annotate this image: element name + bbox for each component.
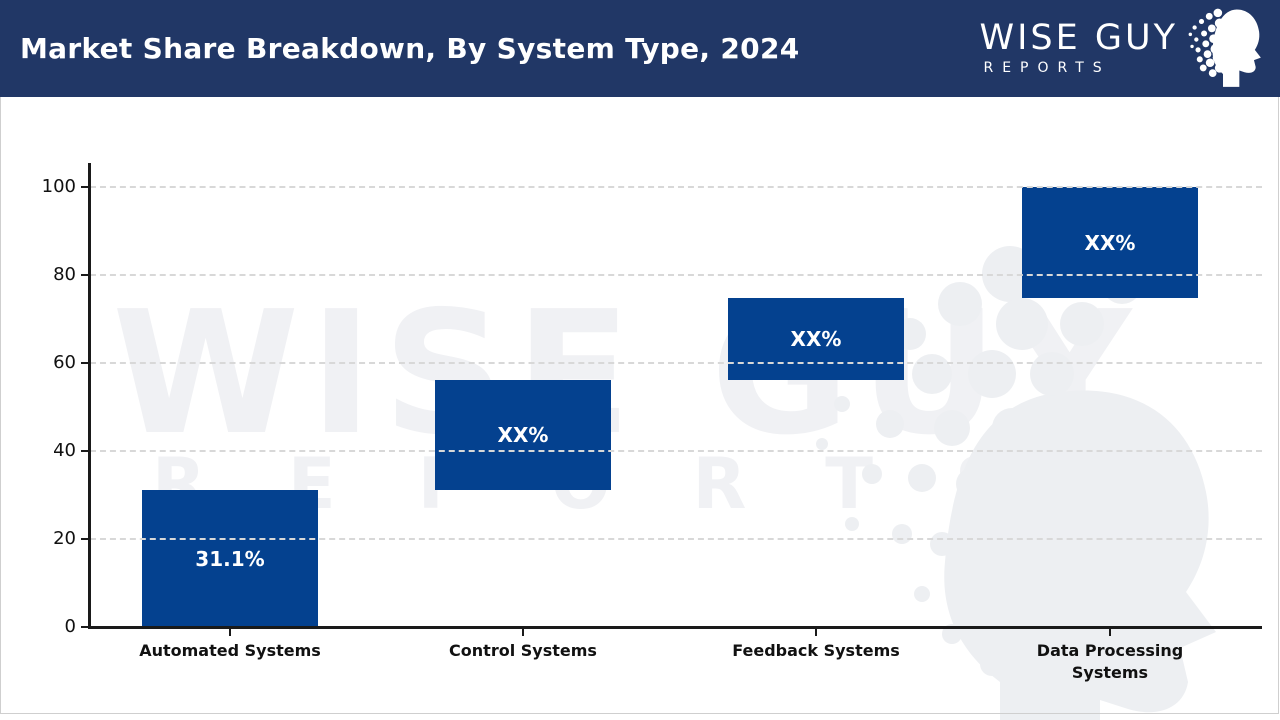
bar-1: XX% <box>435 380 611 491</box>
y-axis-tick-label: 60 <box>53 352 76 373</box>
y-axis-tick-label: 80 <box>53 264 76 285</box>
x-axis-category-label: Feedback Systems <box>732 641 900 660</box>
wise-guy-head-icon <box>1188 8 1261 87</box>
y-axis-tick-mark <box>81 626 90 628</box>
chart-area: WISE GUY REPORTS 31.1% XX% XX% XX% 0 20 40 60 80… <box>0 97 1280 720</box>
y-axis-tick-label: 20 <box>53 528 76 549</box>
bar-value-label: XX% <box>1084 230 1136 255</box>
x-axis-category-label: Control Systems <box>449 641 597 660</box>
y-axis-tick-mark <box>81 450 90 452</box>
gridline-100 <box>90 186 1262 188</box>
y-axis-tick-mark <box>81 362 90 364</box>
brand-logo: WISE GUY REPORTS <box>979 6 1266 92</box>
y-axis-tick-label: 40 <box>53 440 76 461</box>
y-axis-spine <box>88 163 91 629</box>
x-axis-tick-mark <box>815 627 817 636</box>
brand-logo-text: WISE GUY REPORTS <box>979 18 1178 77</box>
bar-value-label: 31.1% <box>195 546 265 571</box>
bar-2: XX% <box>728 298 904 381</box>
x-axis-tick-mark <box>229 627 231 636</box>
header-bar: Market Share Breakdown, By System Type, … <box>0 0 1280 97</box>
y-axis-tick-mark <box>81 274 90 276</box>
bar-value-label: XX% <box>497 423 549 448</box>
x-axis-spine <box>88 626 1262 629</box>
bar-0: 31.1% <box>142 490 318 627</box>
gridline-20 <box>90 538 1262 540</box>
page-title: Market Share Breakdown, By System Type, … <box>20 32 800 65</box>
x-axis-tick-mark <box>1109 627 1111 636</box>
x-axis-category-label: Automated Systems <box>139 641 321 660</box>
bar-value-label: XX% <box>790 327 842 352</box>
gridline-60 <box>90 362 1262 364</box>
y-axis-tick-mark <box>81 538 90 540</box>
y-axis-tick-mark <box>81 186 90 188</box>
brand-subname: REPORTS <box>983 60 1111 76</box>
y-axis-tick-label: 0 <box>64 616 76 637</box>
gridline-40 <box>90 450 1262 452</box>
bar-3: XX% <box>1022 187 1198 299</box>
y-axis-tick-label: 100 <box>41 176 76 197</box>
x-axis-category-label: Data Processing Systems <box>1036 641 1184 682</box>
brand-name: WISE GUY <box>979 18 1178 58</box>
x-axis-tick-mark <box>522 627 524 636</box>
gridline-80 <box>90 274 1262 276</box>
